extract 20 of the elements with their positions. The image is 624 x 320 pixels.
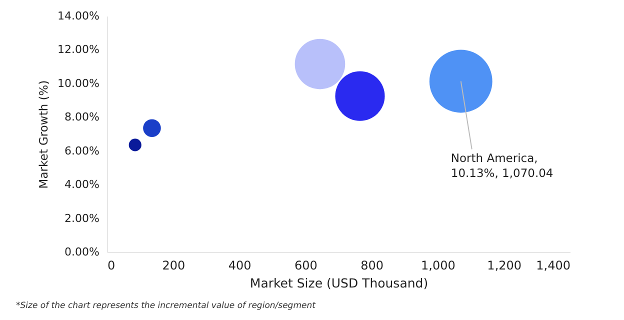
x-tick-label: 0 (108, 258, 116, 272)
x-tick-label: 200 (162, 258, 186, 272)
y-tick-label: 14.00% (58, 10, 100, 22)
x-tick-label: 1,400 (536, 258, 570, 272)
y-tick-label: 2.00% (64, 212, 100, 225)
y-tick-label: 4.00% (64, 178, 100, 192)
text: *Size of the chart represents the incremental value of region/segment (16, 301, 316, 311)
annotation: North America, 10.13%, 1,070.04 (450, 151, 554, 180)
y-axis-title: Market Growth (%) (36, 80, 51, 189)
y-tick-label: 6.00% (64, 144, 100, 158)
x-tick-label: 800 (360, 258, 384, 272)
x-tick-label: 1,000 (421, 258, 456, 272)
x-tick-label: 1,200 (487, 258, 522, 272)
x-tick-label: 400 (228, 258, 252, 272)
x-axis-title: Market Size (USD Thousand) (250, 276, 428, 290)
y-tick-label: 0.00% (64, 246, 100, 258)
y-tick-label: 10.00% (58, 76, 100, 90)
y-tick-label: 12.00% (58, 43, 100, 56)
x-tick-label: 600 (294, 258, 318, 272)
y-tick-label: 8.00% (64, 110, 100, 124)
